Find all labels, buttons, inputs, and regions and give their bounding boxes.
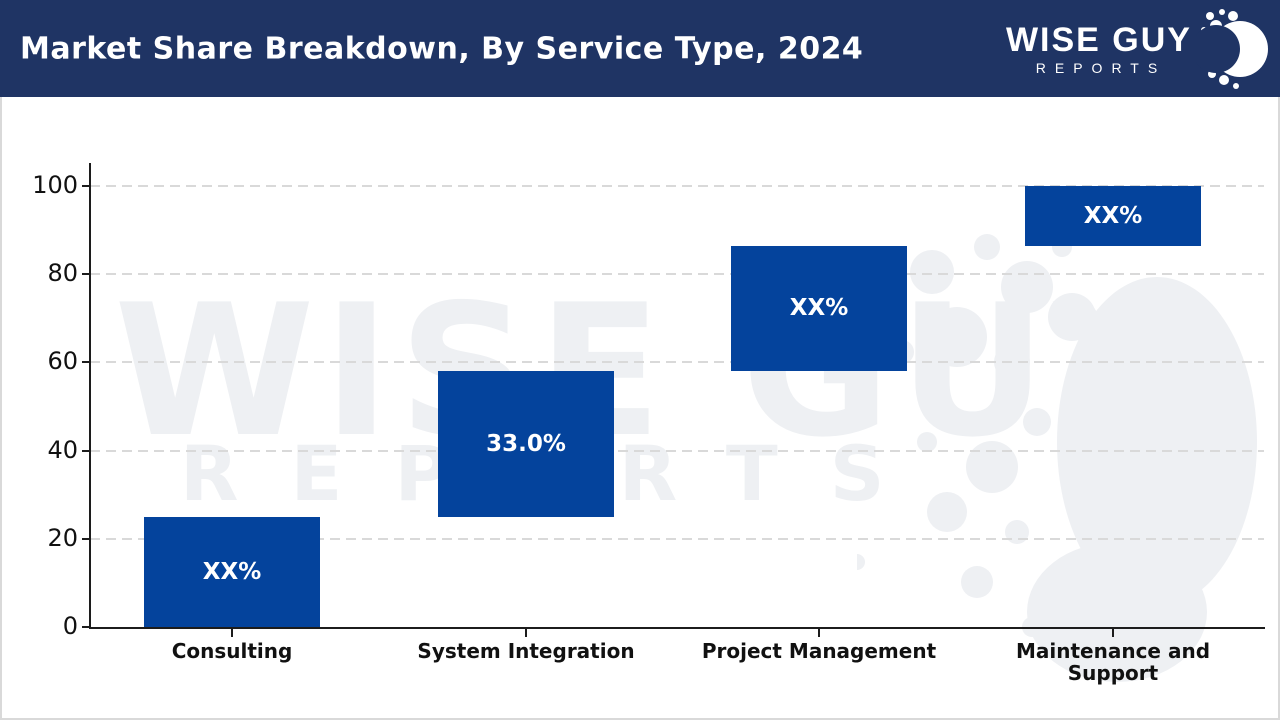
bar-segment [731,245,907,372]
gridline [90,361,1264,364]
bar-value-label: 33.0% [486,430,566,457]
y-tick [82,449,90,452]
gridline [90,185,1264,187]
x-tick [525,629,527,637]
y-tick-label: 80 [47,259,78,288]
y-tick-label: 20 [47,523,78,552]
bar-value-label: XX% [1083,202,1143,229]
bar-value-label: XX% [202,558,262,585]
x-tick [1112,629,1114,637]
gridline [90,449,1264,452]
chart-area: WISE GUY REPORTS 020406080100XX%Consulti… [0,97,1280,720]
y-tick-label: 60 [47,347,78,376]
category-label: Project Management [701,639,937,663]
gridline [90,537,1264,540]
category-label: Maintenance and Support [1015,639,1211,685]
y-tick-label: 40 [47,435,78,464]
bar-segment [1025,186,1201,246]
brand-logo-text: WISE GUY REPORTS [1006,23,1192,75]
category-label: Consulting [171,639,293,663]
brand-subtitle: REPORTS [1035,60,1167,76]
gridline [90,273,1264,276]
y-tick [82,626,90,628]
brand-logo: WISE GUY REPORTS [1006,6,1270,92]
y-axis [89,163,91,629]
page-title: Market Share Breakdown, By Service Type,… [20,31,864,66]
bar-value-label: XX% [789,295,849,322]
brand-head-icon [1196,9,1268,89]
brand-name: WISE GUY [1005,21,1192,59]
watermark-head-graphic [857,234,1257,682]
y-tick [82,537,90,540]
header-bar: Market Share Breakdown, By Service Type,… [0,0,1280,97]
y-tick [82,185,90,187]
bar-segment [144,516,320,627]
x-axis [89,627,1265,629]
x-tick [818,629,820,637]
bar-segment [438,371,614,517]
category-label: System Integration [417,639,635,663]
x-tick [231,629,233,637]
y-tick [82,361,90,364]
y-tick [82,273,90,276]
y-tick-label: 100 [32,171,78,199]
y-tick-label: 0 [62,612,78,640]
